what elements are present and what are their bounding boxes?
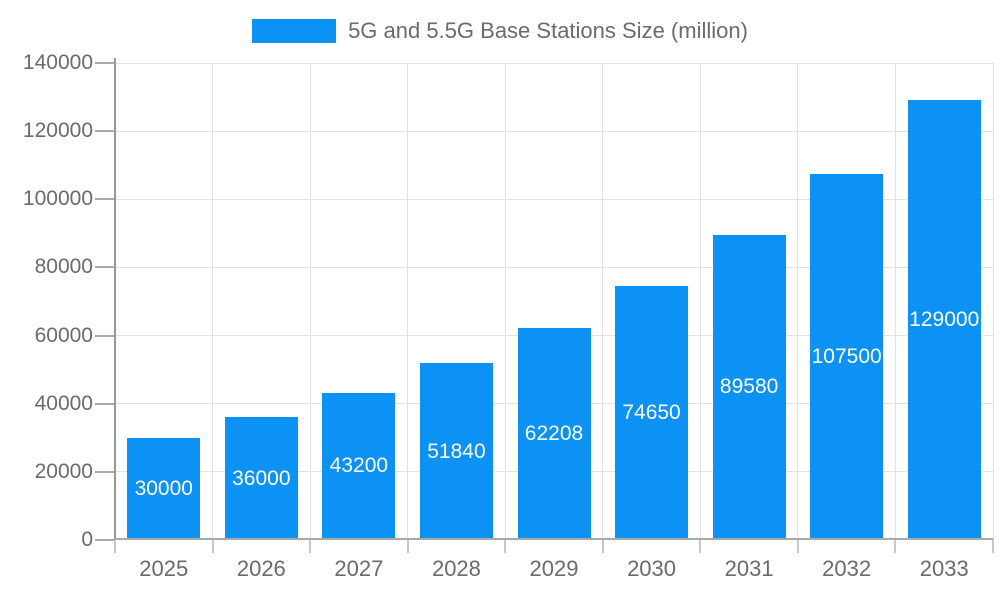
bar-value-label: 51840: [427, 439, 486, 463]
h-gridline: [115, 198, 993, 200]
x-tick-label: 2029: [529, 556, 579, 581]
x-tick-mark: [699, 540, 702, 553]
bar-value-label: 43200: [329, 454, 389, 478]
y-tick-mark: [95, 266, 115, 269]
x-tick-mark: [406, 540, 409, 553]
x-tick-mark: [894, 540, 897, 553]
h-gridline: [115, 266, 993, 268]
h-gridline: [115, 62, 993, 64]
y-tick-mark: [95, 130, 115, 133]
bar: 74650: [615, 285, 689, 540]
bar-value-label: 107500: [811, 344, 882, 368]
y-tick-label: 20000: [34, 459, 93, 483]
x-tick-label: 2031: [724, 556, 774, 581]
bar-value-label: 74650: [622, 400, 681, 424]
y-tick-label: 60000: [34, 323, 93, 347]
y-axis-tick-marks: [95, 62, 115, 541]
v-gridline: [894, 63, 896, 540]
legend-label: 5G and 5.5G Base Stations Size (million): [348, 18, 748, 43]
x-tick-label: 2028: [431, 556, 481, 581]
x-axis-tick-marks: [114, 540, 995, 553]
y-tick-mark: [95, 539, 115, 541]
y-tick-mark: [95, 470, 115, 473]
x-tick-mark: [504, 540, 507, 553]
y-tick-label: 0: [81, 528, 93, 551]
bar: 36000: [224, 417, 298, 540]
y-tick-mark: [95, 334, 115, 337]
bar-value-label: 89580: [719, 375, 779, 399]
x-tick-label: 2030: [627, 556, 677, 581]
x-tick-label: 2025: [139, 556, 189, 581]
chart-legend: 5G and 5.5G Base Stations Size (million): [0, 18, 1000, 44]
h-gridline: [115, 130, 993, 132]
y-tick-label: 40000: [34, 391, 93, 415]
x-tick-mark: [114, 540, 116, 553]
bar: 129000: [907, 100, 981, 540]
legend-swatch-icon: [252, 19, 337, 43]
x-tick-label: 2027: [334, 556, 384, 581]
y-tick-label: 120000: [22, 119, 93, 143]
y-tick-label: 140000: [22, 51, 93, 74]
v-gridline: [309, 63, 311, 540]
bar: 62208: [517, 328, 591, 540]
bar-value-label: 36000: [232, 466, 291, 490]
v-gridline: [699, 63, 701, 540]
bar-value-label: 62208: [524, 422, 584, 446]
y-tick-label: 100000: [22, 187, 93, 211]
v-gridline: [504, 63, 506, 540]
x-tick-mark: [309, 540, 312, 553]
y-tick-mark: [95, 62, 115, 64]
bar-value-label: 129000: [909, 308, 980, 332]
x-tick-mark: [211, 540, 214, 553]
bar: 107500: [810, 173, 884, 540]
bar: 51840: [419, 363, 493, 540]
y-tick-mark: [95, 198, 115, 201]
y-axis-tick-labels: 0 20000 40000 60000 80000 100000 120000 140000: [0, 51, 93, 551]
v-gridline: [797, 63, 799, 540]
x-tick-mark: [796, 540, 799, 553]
y-tick-mark: [95, 402, 115, 405]
bar-value-label: 30000: [134, 476, 193, 500]
y-axis-line: [114, 58, 116, 553]
bar: 43200: [322, 392, 396, 540]
v-gridline: [212, 63, 214, 540]
x-axis-line: [115, 538, 993, 540]
bar: 89580: [712, 234, 786, 540]
v-gridline: [992, 63, 994, 540]
v-gridline: [407, 63, 409, 540]
x-axis-tick-labels: 2025 2026 2027 2028 2029 2030 2031 2032 2033: [115, 556, 993, 590]
plot-area: 30000 36000 43200 51840 62208 74650 89580 10750…: [115, 62, 994, 540]
x-tick-label: 2026: [236, 556, 286, 581]
x-tick-mark: [992, 540, 994, 553]
x-tick-label: 2032: [822, 556, 872, 581]
x-tick-mark: [601, 540, 604, 553]
x-tick-label: 2033: [919, 556, 969, 581]
y-tick-label: 80000: [34, 255, 93, 279]
bar: 30000: [127, 437, 201, 540]
v-gridline: [602, 63, 604, 540]
